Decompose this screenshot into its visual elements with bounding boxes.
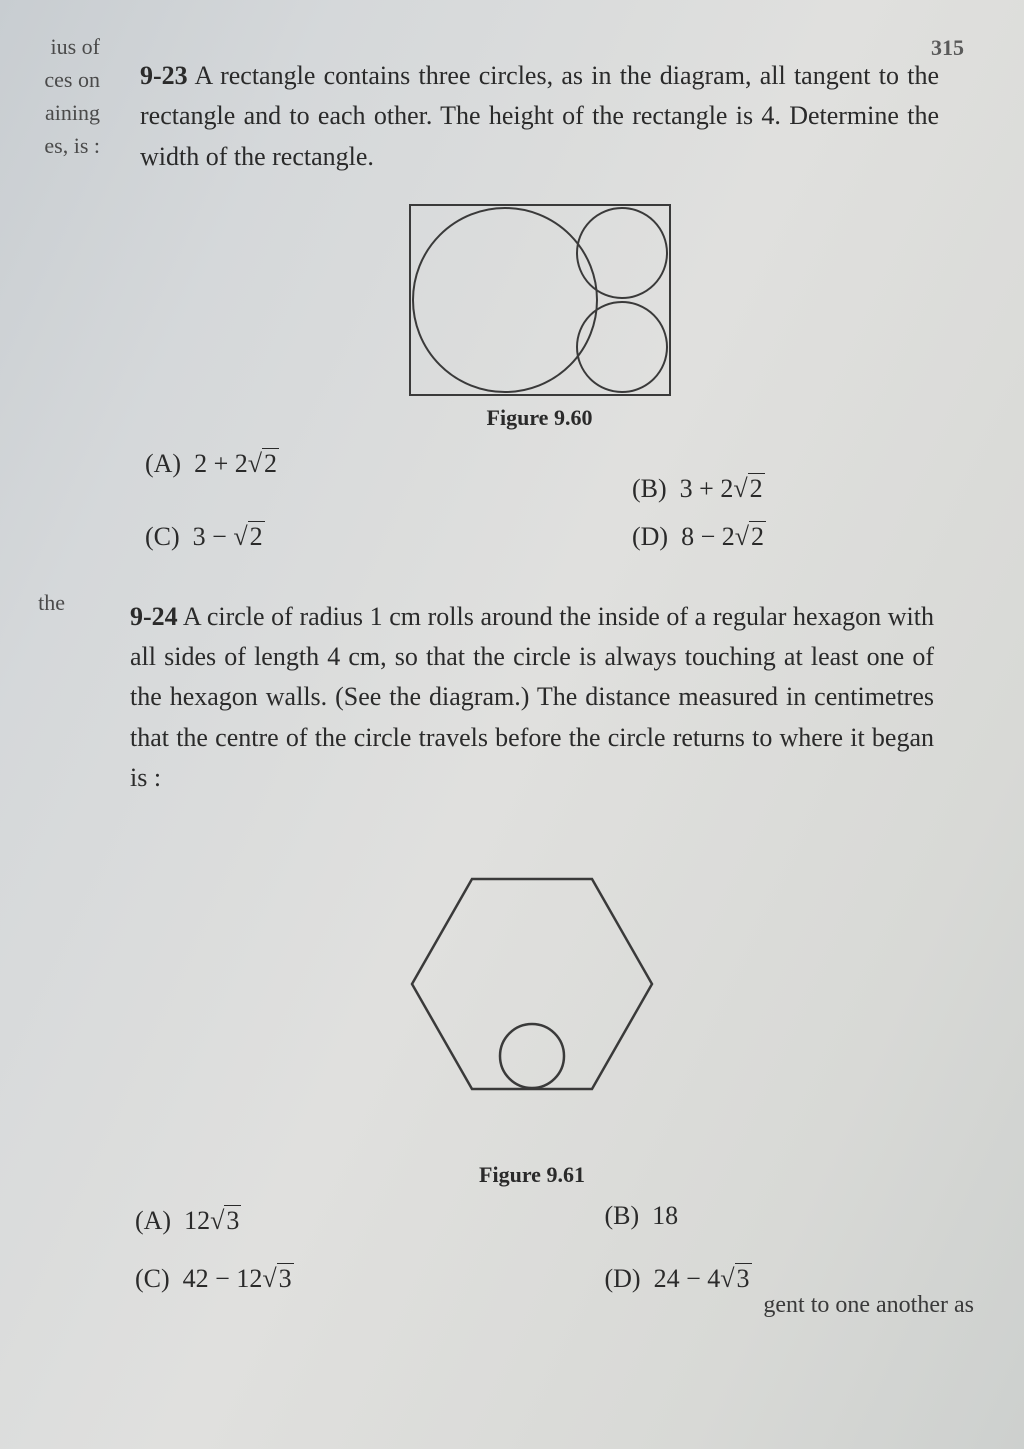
option-924-A: (A) 123: [135, 1206, 515, 1236]
page-number: 315: [931, 35, 964, 61]
figure-9-61: Figure 9.61: [130, 824, 934, 1188]
option-923-B: (B) 3 + 22: [632, 474, 939, 504]
option-923-C: (C) 3 − 2: [145, 522, 512, 552]
option-924-B: (B) 18: [605, 1201, 935, 1236]
problem-923-text: 9-23 A rectangle contains three circles,…: [140, 56, 939, 177]
options-923: (A) 2 + 22 (B) 3 + 22 (C) 3 − 2 (D) 8 − …: [145, 449, 939, 552]
option-923-D: (D) 8 − 22: [632, 522, 939, 552]
problem-924-text: 9-24 A circle of radius 1 cm rolls aroun…: [130, 597, 934, 798]
figure-961-caption: Figure 9.61: [130, 1162, 934, 1188]
rectangle-circles-svg: [408, 203, 672, 397]
problem-9-24: 9-24 A circle of radius 1 cm rolls aroun…: [130, 597, 934, 1294]
figure-960-caption: Figure 9.60: [140, 405, 939, 431]
hexagon-circle-svg: [372, 824, 692, 1154]
margin-cutoff-1: ius of ces on aining es, is :: [0, 30, 100, 162]
option-924-C: (C) 42 − 123: [135, 1264, 515, 1294]
options-924: (A) 123 (B) 18 (C) 42 − 123 (D) 24 − 43: [135, 1206, 934, 1294]
footer-fragment: gent to one another as: [763, 1292, 974, 1319]
figure-9-60: Figure 9.60: [140, 203, 939, 431]
problem-9-23: 9-23 A rectangle contains three circles,…: [140, 56, 939, 552]
option-924-D: (D) 24 − 43: [605, 1264, 935, 1294]
option-923-A: (A) 2 + 22: [145, 449, 512, 504]
margin-cutoff-2: the: [0, 590, 65, 616]
